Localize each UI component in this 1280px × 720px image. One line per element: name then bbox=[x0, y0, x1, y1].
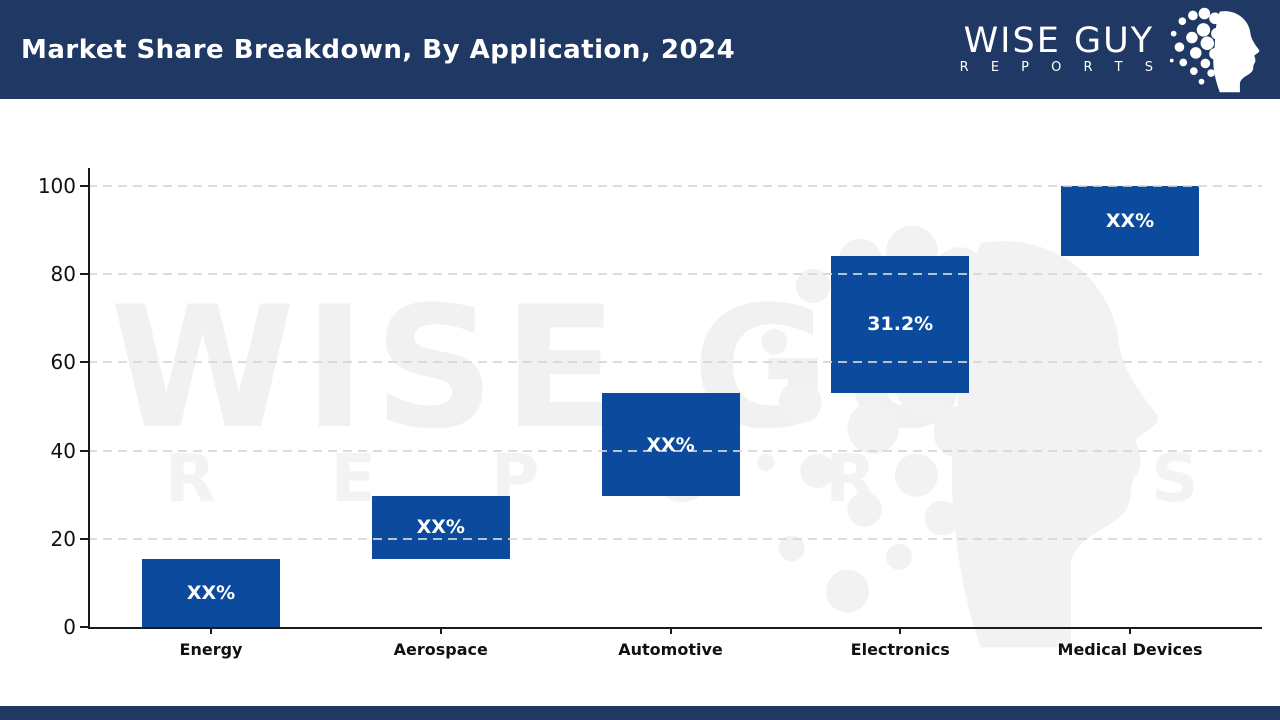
page-title: Market Share Breakdown, By Application, … bbox=[21, 34, 736, 65]
bar-value-label: 31.2% bbox=[867, 313, 934, 336]
bar-value-label: XX% bbox=[416, 516, 465, 539]
x-axis-line bbox=[88, 627, 1262, 629]
x-tick bbox=[439, 627, 442, 634]
wise-guy-logo: WISE GUY R E P O R T S bbox=[956, 7, 1280, 93]
bar-energy bbox=[142, 558, 280, 627]
y-axis-tick-label: 80 bbox=[50, 262, 76, 287]
logo-wordmark: WISE GUY bbox=[963, 20, 1155, 61]
y-tick bbox=[80, 185, 88, 187]
bar-automotive bbox=[601, 393, 740, 497]
y-axis-tick-label: 20 bbox=[50, 526, 76, 551]
y-axis-tick-label: 40 bbox=[50, 438, 76, 463]
x-axis-label-electronics: Electronics bbox=[850, 640, 950, 659]
bar-value-label: XX% bbox=[1105, 209, 1155, 232]
gridline-20 bbox=[88, 537, 1262, 540]
y-tick bbox=[80, 273, 88, 276]
footer-bar bbox=[0, 706, 1280, 720]
x-tick bbox=[669, 627, 672, 634]
bar-value-label: XX% bbox=[186, 581, 236, 604]
gridline-40 bbox=[88, 449, 1262, 452]
bar-medical-devices bbox=[1061, 186, 1199, 256]
x-axis-label-medical-devices: Medical Devices bbox=[1057, 640, 1203, 659]
gridline-60 bbox=[88, 361, 1262, 364]
x-axis-label-automotive: Automotive bbox=[618, 640, 723, 659]
y-axis-tick-label: 0 bbox=[63, 615, 76, 639]
y-axis-tick-label: 100 bbox=[37, 174, 76, 198]
y-axis-tick-label: 60 bbox=[50, 350, 76, 375]
x-tick bbox=[899, 627, 902, 634]
gridline-80 bbox=[88, 273, 1262, 276]
y-tick bbox=[80, 449, 88, 452]
gridline-100 bbox=[88, 185, 1262, 187]
y-tick bbox=[80, 626, 88, 628]
bar-aerospace bbox=[371, 496, 510, 559]
x-tick bbox=[210, 627, 212, 634]
bar-electronics bbox=[831, 255, 970, 394]
logo-text: WISE GUY R E P O R T S bbox=[956, 20, 1162, 76]
y-axis-line bbox=[88, 168, 90, 629]
x-axis-label-aerospace: Aerospace bbox=[393, 640, 488, 659]
y-tick bbox=[80, 537, 88, 540]
logo-subtitle: R E P O R T S bbox=[959, 59, 1162, 75]
header-bar: Market Share Breakdown, By Application, … bbox=[0, 0, 1280, 99]
x-tick bbox=[1129, 627, 1131, 634]
chart-canvas: WISE GUY R E P O R T S XX%EnergyXX%Aeros… bbox=[0, 100, 1280, 706]
y-tick bbox=[80, 361, 88, 364]
x-axis-label-energy: Energy bbox=[179, 640, 243, 659]
bar-value-label: XX% bbox=[646, 433, 695, 456]
logo-head-icon bbox=[1169, 7, 1260, 92]
